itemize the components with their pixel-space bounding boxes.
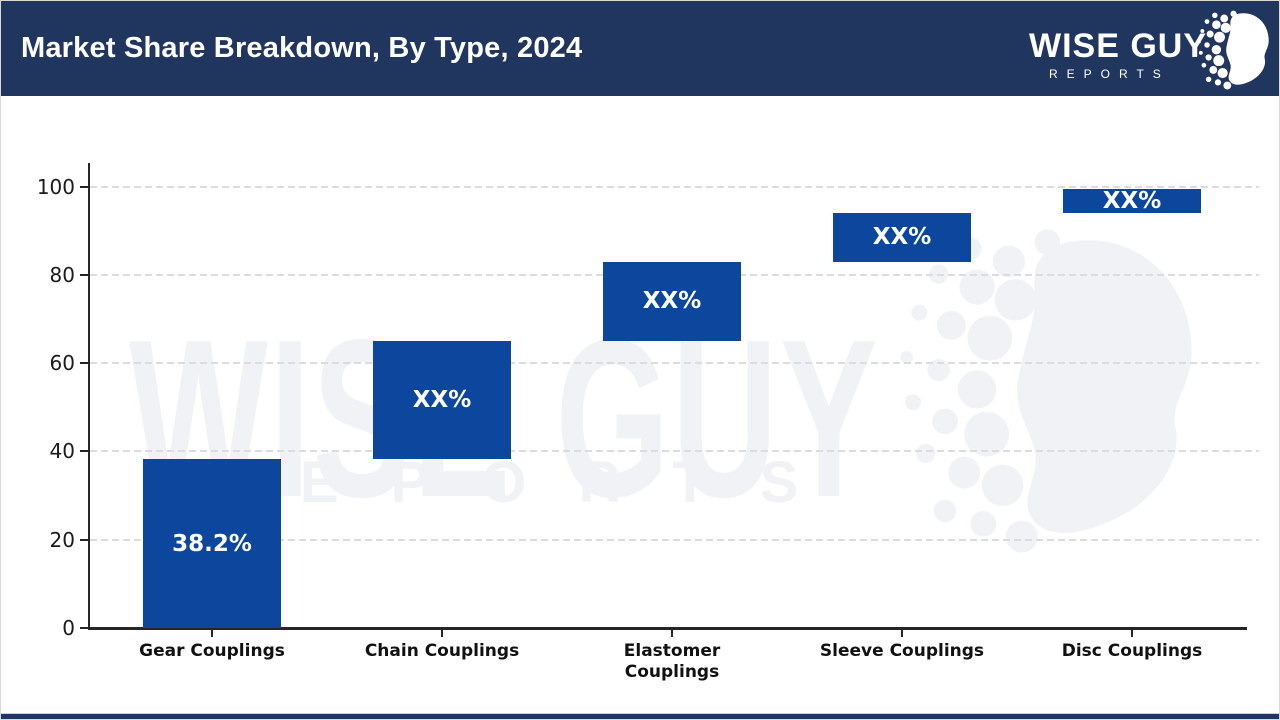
- y-gridline: [90, 362, 1259, 365]
- x-axis-line: [88, 627, 1247, 630]
- bar-value-label: XX%: [1102, 187, 1162, 214]
- y-tick: [80, 627, 88, 629]
- y-tick-label: 60: [49, 351, 75, 376]
- x-category-label: Gear Couplings: [97, 641, 327, 662]
- x-category-label: Elastomer Couplings: [557, 641, 787, 683]
- bar-value-label: 38.2%: [172, 530, 252, 557]
- x-tick: [441, 630, 443, 637]
- bar-value-label: XX%: [642, 288, 702, 315]
- wiseguy-logo: WISE GUY REPORTS: [1005, 7, 1269, 91]
- x-category-text: Sleeve Couplings: [819, 641, 985, 661]
- y-tick: [80, 185, 88, 188]
- y-gridline: [90, 538, 1259, 541]
- x-category-text: Chain Couplings: [364, 641, 520, 661]
- bar-segment: XX%: [603, 261, 741, 342]
- x-category-text: Gear Couplings: [139, 641, 285, 661]
- x-category-text: Elastomer Couplings: [623, 641, 721, 682]
- bar-value-label: XX%: [412, 387, 472, 414]
- y-tick: [80, 450, 88, 453]
- bar-value-label: XX%: [872, 224, 932, 251]
- y-axis-line: [88, 163, 90, 629]
- y-tick-label: 0: [62, 616, 75, 640]
- x-tick: [901, 630, 903, 637]
- y-gridline: [90, 450, 1259, 453]
- y-tick-label: 80: [49, 262, 75, 287]
- footer-divider: [1, 713, 1279, 714]
- bar-segment: XX%: [833, 213, 971, 262]
- x-tick: [1131, 630, 1133, 637]
- x-tick: [671, 630, 673, 637]
- y-tick-label: 40: [49, 439, 75, 464]
- y-tick: [80, 362, 88, 365]
- y-gridline: [90, 185, 1259, 188]
- footer-bar: [1, 714, 1279, 719]
- bar-segment: XX%: [373, 341, 511, 460]
- bar-segment: 38.2%: [143, 459, 281, 628]
- x-category-label: Chain Couplings: [327, 641, 557, 662]
- page-title: Market Share Breakdown, By Type, 2024: [21, 32, 583, 64]
- bar-segment: XX%: [1063, 187, 1201, 214]
- x-category-label: Disc Couplings: [1017, 641, 1247, 662]
- watermark-reports-text: REPORTS: [206, 450, 851, 515]
- y-tick: [80, 273, 88, 276]
- x-category-label: Sleeve Couplings: [787, 641, 1017, 662]
- y-tick-label: 100: [36, 174, 75, 199]
- x-tick: [211, 630, 213, 637]
- y-tick: [80, 538, 88, 541]
- header-bar: Market Share Breakdown, By Type, 2024 WI…: [1, 1, 1279, 96]
- logo-brand-text: WISE GUY: [1029, 27, 1208, 65]
- y-tick-label: 20: [49, 527, 75, 552]
- logo-reports-text: REPORTS: [1049, 67, 1170, 81]
- x-category-text: Disc Couplings: [1061, 641, 1203, 661]
